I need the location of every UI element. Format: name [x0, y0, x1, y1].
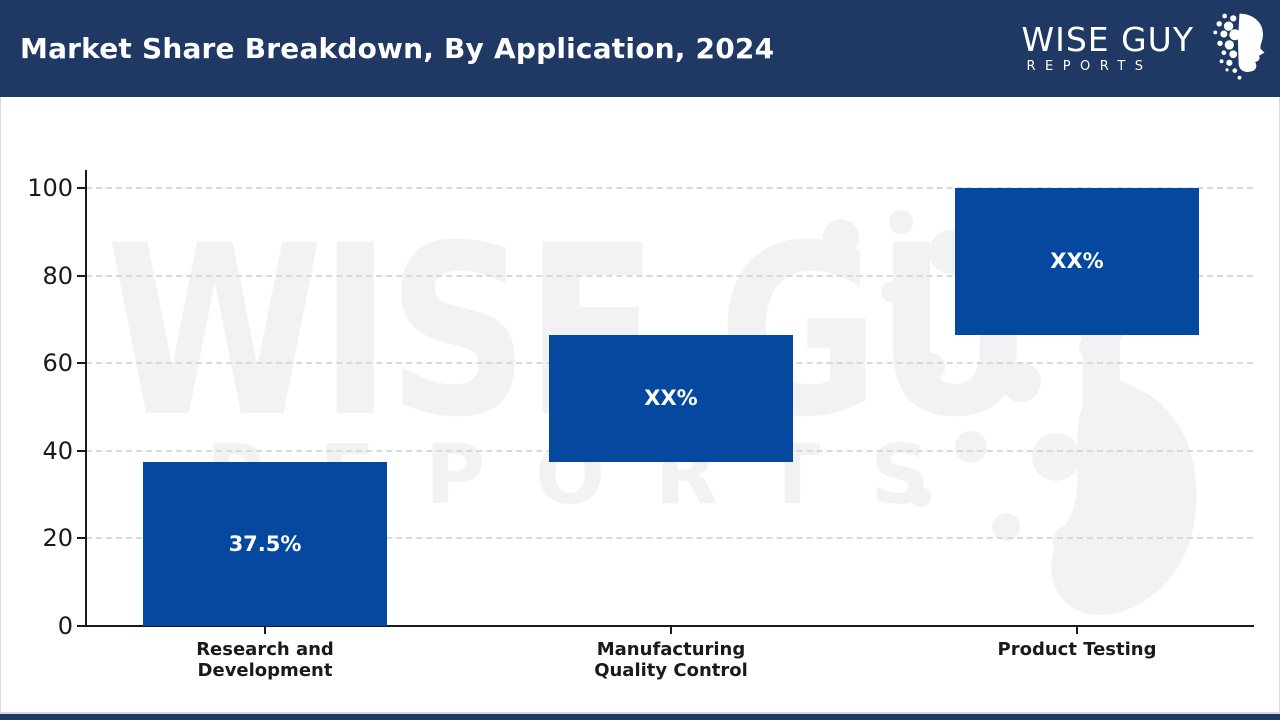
bar-1: 37.5% [143, 461, 387, 626]
y-tick-80 [77, 274, 86, 277]
x-axis-line [85, 625, 1254, 627]
gridline-y-80 [86, 274, 1253, 277]
brand-logo-text: WISE GUY REPORTS [1021, 19, 1194, 75]
brand-logo: WISE GUY REPORTS [1021, 6, 1266, 90]
y-tick-40 [77, 449, 86, 452]
y-axis-label: 0 [57, 612, 73, 640]
y-tick-0 [77, 625, 86, 627]
bar-value-label: XX% [1050, 249, 1104, 274]
brand-subtitle: REPORTS [1026, 59, 1153, 75]
x-tick-3 [1076, 627, 1078, 634]
gridline-y-100 [86, 187, 1253, 189]
x-tick-2 [670, 627, 672, 634]
bar-3: XX% [955, 188, 1199, 335]
y-axis-line [85, 170, 87, 626]
y-axis-label: 60 [42, 349, 73, 378]
brand-name: WISE GUY [1021, 19, 1194, 59]
x-axis-label: Product Testing [997, 639, 1157, 660]
page-title: Market Share Breakdown, By Application, … [20, 32, 775, 65]
chart-canvas: WISE GUY REPORTS 0 20 40 60 80 100 37.5% Resear… [0, 97, 1280, 712]
y-tick-100 [77, 187, 86, 189]
y-axis-label: 20 [42, 524, 73, 553]
bar-value-label: 37.5% [228, 531, 302, 556]
y-tick-60 [77, 362, 86, 365]
bar-value-label: XX% [644, 386, 698, 411]
header-bar: Market Share Breakdown, By Application, … [0, 0, 1280, 97]
x-tick-1 [264, 627, 266, 634]
wise-guy-face-icon [1213, 13, 1265, 80]
y-axis-label: 80 [42, 261, 73, 290]
y-axis-label: 100 [27, 174, 73, 202]
x-axis-label: Manufacturing Quality Control [594, 639, 748, 681]
footer-accent-bar [0, 712, 1280, 720]
bar-2: XX% [549, 334, 793, 462]
gridline-y-20 [86, 537, 1253, 540]
x-axis-label: Research and Development [196, 639, 334, 681]
y-tick-20 [77, 537, 86, 540]
y-axis-label: 40 [42, 436, 73, 465]
